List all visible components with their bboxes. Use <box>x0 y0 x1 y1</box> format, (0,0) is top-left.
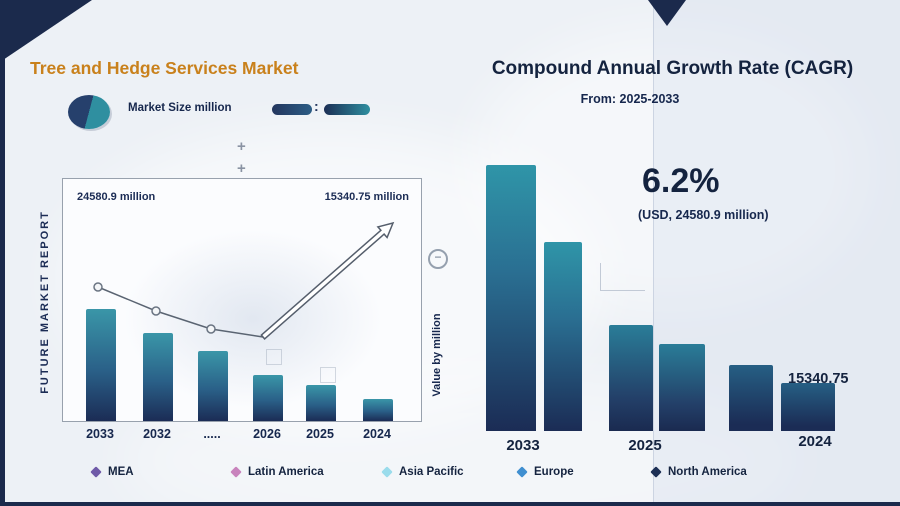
x-label-dots: ..... <box>203 427 221 441</box>
ghost-square-decor <box>320 367 336 383</box>
left-edge-strip <box>0 0 5 506</box>
bar-intermediate <box>198 351 228 421</box>
bar-2033 <box>86 309 116 421</box>
market-size-chart: 24580.9 million 15340.75 million <box>62 178 422 422</box>
bar-2025 <box>306 385 336 421</box>
legend-item-europe: Europe <box>516 466 574 478</box>
corner-triangle-decor <box>0 0 92 62</box>
plus-icon: + <box>237 160 246 177</box>
cagr-subtitle: From: 2025-2033 <box>580 92 680 106</box>
bottom-edge-strip <box>0 502 900 506</box>
x-label-2025: 2025 <box>306 427 334 441</box>
end-value-label: 15340.75 <box>788 371 849 387</box>
legend-label: MEA <box>108 466 134 478</box>
minus-circle-icon: − <box>428 249 448 269</box>
pie-chart-icon <box>68 95 110 129</box>
legend-marker <box>381 466 393 478</box>
legend-label: Europe <box>534 466 574 478</box>
value-axis-label: Value by million <box>431 313 443 397</box>
step-bracket-decor <box>600 263 645 291</box>
cagr-bar-2025-b <box>659 344 705 431</box>
max-value-label: 24580.9 million <box>77 191 156 203</box>
trend-overlay <box>93 221 395 340</box>
ghost-square-decor <box>266 349 282 365</box>
ratio-pill-teal <box>324 104 370 115</box>
cagr-bar-2033-b <box>544 242 582 431</box>
ratio-colon: : <box>314 98 319 114</box>
cagr-bar-2033-a <box>486 165 536 431</box>
legend-item-latin-america: Latin America <box>230 466 324 478</box>
legend-item-mea: MEA <box>90 466 134 478</box>
bar-2024 <box>363 399 393 421</box>
trend-line <box>97 286 264 338</box>
x-label-2032: 2032 <box>143 427 171 441</box>
legend-label: North America <box>668 466 747 478</box>
cagr-bar-2024-b <box>781 383 835 431</box>
cagr-note: (USD, 24580.9 million) <box>638 208 769 222</box>
legend-item-asia-pacific: Asia Pacific <box>381 466 464 478</box>
legend-marker <box>230 466 242 478</box>
bar-2032 <box>143 333 173 421</box>
cagr-value: 6.2% <box>642 162 720 200</box>
plus-icon: + <box>237 138 246 155</box>
min-value-label: 15340.75 million <box>324 191 409 203</box>
legend-marker <box>650 466 662 478</box>
cagr-x-label-2024: 2024 <box>798 433 832 450</box>
legend-label: Asia Pacific <box>399 466 464 478</box>
legend-marker <box>516 466 528 478</box>
cagr-bar-2024-a <box>729 365 773 431</box>
x-label-2033: 2033 <box>86 427 114 441</box>
trend-marker <box>93 282 103 292</box>
trend-marker <box>151 306 161 316</box>
bar-2026 <box>253 375 283 421</box>
trend-marker <box>206 324 216 334</box>
cagr-bar-2025-a <box>609 325 653 431</box>
cagr-x-label-2025: 2025 <box>628 437 662 454</box>
page-title: Tree and Hedge Services Market <box>30 58 299 78</box>
brand-vertical-label: FUTURE MARKET REPORT <box>39 210 51 394</box>
cagr-title: Compound Annual Growth Rate (CAGR) <box>491 58 854 79</box>
cagr-x-label-2033: 2033 <box>506 437 540 454</box>
legend-label: Latin America <box>248 466 324 478</box>
legend-item-north-america: North America <box>650 466 747 478</box>
ratio-pill-navy <box>272 104 312 115</box>
x-label-2026: 2026 <box>253 427 281 441</box>
legend-marker <box>90 466 102 478</box>
x-label-2024: 2024 <box>363 427 391 441</box>
upward-arrow-icon <box>260 221 395 340</box>
background-blob <box>470 30 870 310</box>
market-size-legend-label: Market Size million <box>128 102 232 114</box>
